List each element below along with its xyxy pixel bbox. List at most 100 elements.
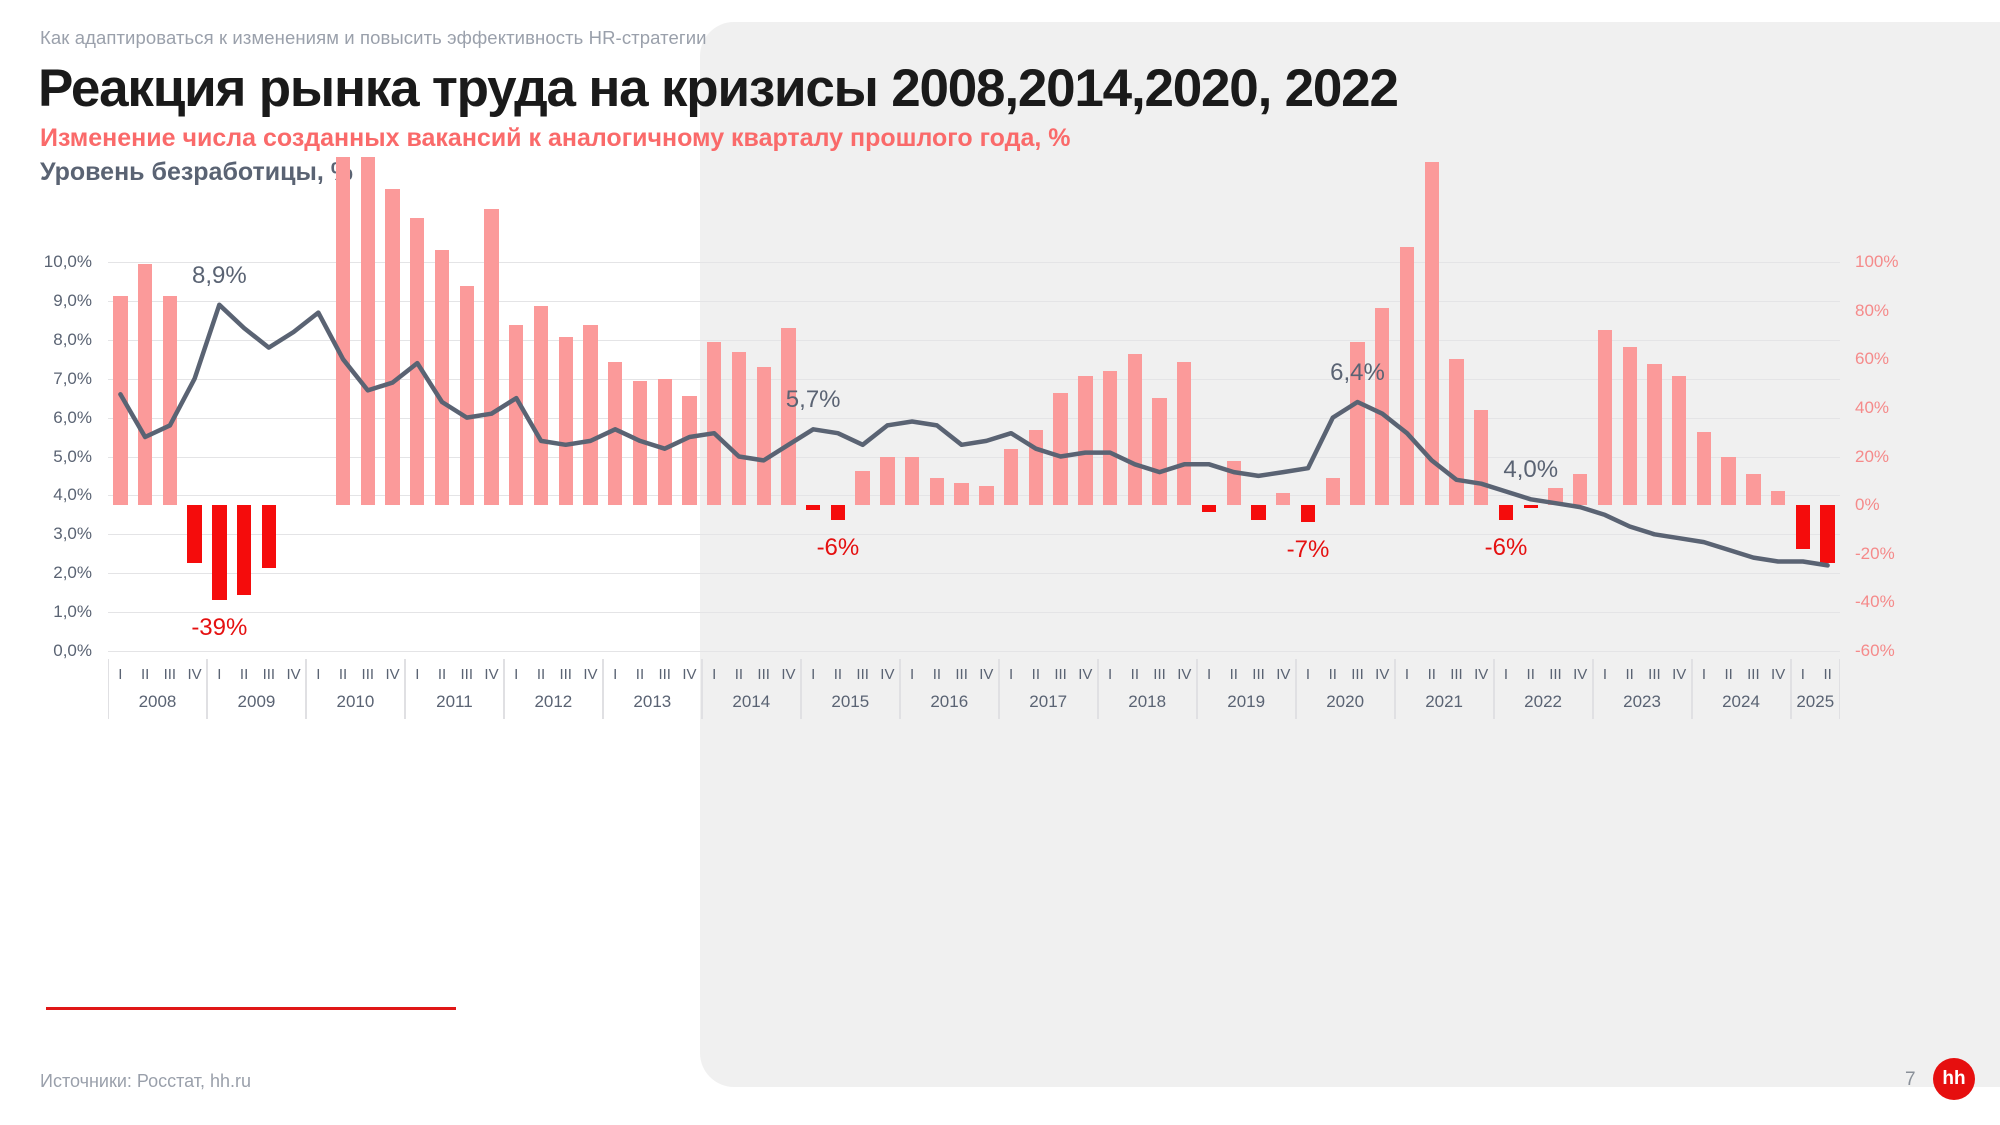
x-axis-quarter-tick: IV bbox=[1276, 666, 1291, 683]
x-axis-quarter-tick: I bbox=[712, 666, 717, 683]
x-axis-quarter-tick: I bbox=[217, 666, 222, 683]
bar-positive bbox=[1053, 393, 1068, 506]
gridline bbox=[108, 262, 1840, 263]
x-axis-quarter-tick: II bbox=[437, 666, 447, 683]
annotation-vacancies: -7% bbox=[1286, 536, 1330, 564]
x-axis-year-cell bbox=[998, 659, 1098, 719]
x-axis-quarter-tick: IV bbox=[385, 666, 400, 683]
y-axis-right-tick: 100% bbox=[1855, 252, 1899, 271]
x-axis-year-label: 2013 bbox=[633, 692, 672, 711]
x-axis-quarter-tick: IV bbox=[979, 666, 994, 683]
bar-positive bbox=[1449, 359, 1464, 506]
bar-positive bbox=[1424, 162, 1439, 506]
x-axis-quarter-tick: II bbox=[1625, 666, 1634, 683]
bar-positive bbox=[1102, 371, 1118, 506]
x-axis-year-cell bbox=[1295, 659, 1395, 719]
bar-positive bbox=[509, 325, 524, 506]
y-axis-left-tick: 10,0% bbox=[43, 252, 92, 271]
x-axis-year-cell bbox=[1097, 659, 1197, 719]
y-axis-right-tick: 0% bbox=[1855, 495, 1880, 515]
bar-positive bbox=[781, 327, 796, 506]
gridline bbox=[108, 300, 1840, 302]
x-axis-quarter-tick: I bbox=[1800, 666, 1805, 683]
x-axis-year-label: 2008 bbox=[138, 692, 177, 711]
bar-positive bbox=[1573, 473, 1588, 506]
y-axis-left-tick: 0,0% bbox=[53, 641, 92, 660]
bar-negative bbox=[261, 505, 276, 569]
x-axis-year-cell bbox=[899, 659, 999, 719]
bar-negative bbox=[830, 505, 846, 520]
bar-negative bbox=[1820, 505, 1835, 564]
annotation-unemployment: 6,4% bbox=[1330, 359, 1385, 387]
x-axis-year-cell bbox=[800, 659, 900, 719]
x-axis-quarter-tick: I bbox=[1305, 666, 1311, 683]
x-axis-year-label: 2015 bbox=[831, 692, 870, 711]
x-axis-quarter-tick: II bbox=[1031, 666, 1041, 683]
page-number: 7 bbox=[1905, 1069, 1916, 1090]
subtitle-vacancies: Изменение числа созданных вакансий к ана… bbox=[40, 124, 1071, 152]
y-axis-left-tick: 3,0% bbox=[53, 524, 92, 544]
x-axis-year-label: 2023 bbox=[1623, 692, 1661, 711]
bar-positive bbox=[137, 264, 153, 506]
x-axis-year-cell bbox=[108, 659, 207, 719]
bar-positive bbox=[1325, 478, 1340, 506]
x-axis-year-cell bbox=[1394, 659, 1494, 719]
x-axis-quarter-tick: III bbox=[1252, 666, 1265, 683]
x-axis-year-label: 2021 bbox=[1425, 692, 1464, 711]
page-title: Реакция рынка труда на кризисы 2008,2014… bbox=[38, 59, 1399, 118]
x-axis-quarter-tick: IV bbox=[1375, 666, 1390, 683]
gridline bbox=[108, 534, 1840, 536]
x-axis-year-cell bbox=[1196, 659, 1296, 719]
bar-negative bbox=[1795, 505, 1811, 549]
bar-positive bbox=[608, 361, 623, 506]
x-axis-quarter-tick: III bbox=[1648, 666, 1661, 683]
x-axis-quarter-tick: IV bbox=[187, 666, 202, 683]
annotation-vacancies: -6% bbox=[816, 533, 860, 561]
x-axis-quarter-tick: II bbox=[1229, 666, 1238, 683]
x-axis-quarter-tick: III bbox=[658, 666, 671, 683]
bar-positive bbox=[434, 249, 450, 506]
bar-negative bbox=[1498, 505, 1514, 520]
x-axis-quarter-tick: II bbox=[536, 666, 546, 683]
x-axis-quarter-tick: III bbox=[559, 666, 572, 683]
x-axis-quarter-tick: II bbox=[932, 666, 942, 683]
y-axis-left-tick: 5,0% bbox=[53, 446, 92, 466]
bar-positive bbox=[533, 305, 549, 506]
x-axis-quarter-tick: I bbox=[415, 666, 420, 683]
bar-positive bbox=[1647, 364, 1662, 506]
x-axis-quarter-tick: I bbox=[118, 666, 123, 683]
bar-positive bbox=[929, 478, 945, 506]
bar-positive bbox=[1548, 488, 1563, 506]
bar-positive bbox=[1078, 376, 1093, 506]
x-axis-year-label: 2009 bbox=[237, 692, 276, 711]
bar-positive bbox=[979, 485, 994, 506]
x-axis-quarter-tick: I bbox=[1503, 666, 1509, 683]
bar-positive bbox=[954, 483, 969, 506]
annotation-vacancies: -39% bbox=[191, 613, 248, 641]
gridline bbox=[108, 651, 1840, 652]
bar-positive bbox=[1696, 432, 1712, 506]
x-axis-quarter-tick: IV bbox=[1474, 666, 1489, 683]
y-axis-left-tick: 4,0% bbox=[53, 485, 92, 505]
x-axis-quarter-tick: II bbox=[1427, 666, 1436, 683]
unemployment-polyline bbox=[118, 302, 1830, 568]
bar-negative bbox=[236, 505, 252, 596]
x-axis-quarter-tick: IV bbox=[880, 666, 895, 683]
x-axis-quarter-tick: I bbox=[1206, 666, 1212, 683]
x-axis-year-cell bbox=[602, 659, 702, 719]
subtitle-unemployment: Уровень безработицы, % bbox=[40, 158, 353, 186]
x-axis-year-cell bbox=[1493, 659, 1593, 719]
bar-positive bbox=[756, 366, 771, 506]
x-axis-quarter-tick: IV bbox=[1177, 666, 1192, 683]
bar-positive bbox=[360, 157, 375, 506]
bar-positive bbox=[682, 395, 697, 506]
annotation-vacancies: -6% bbox=[1484, 533, 1528, 561]
x-axis-quarter-tick: II bbox=[1526, 666, 1535, 683]
x-axis-year-cell bbox=[701, 659, 801, 719]
y-axis-left-tick: 1,0% bbox=[53, 602, 92, 622]
x-axis-year-cell bbox=[1592, 659, 1692, 719]
y-axis-left-tick: 2,0% bbox=[53, 563, 92, 583]
bar-positive bbox=[484, 208, 499, 506]
bar-positive bbox=[1226, 461, 1241, 506]
